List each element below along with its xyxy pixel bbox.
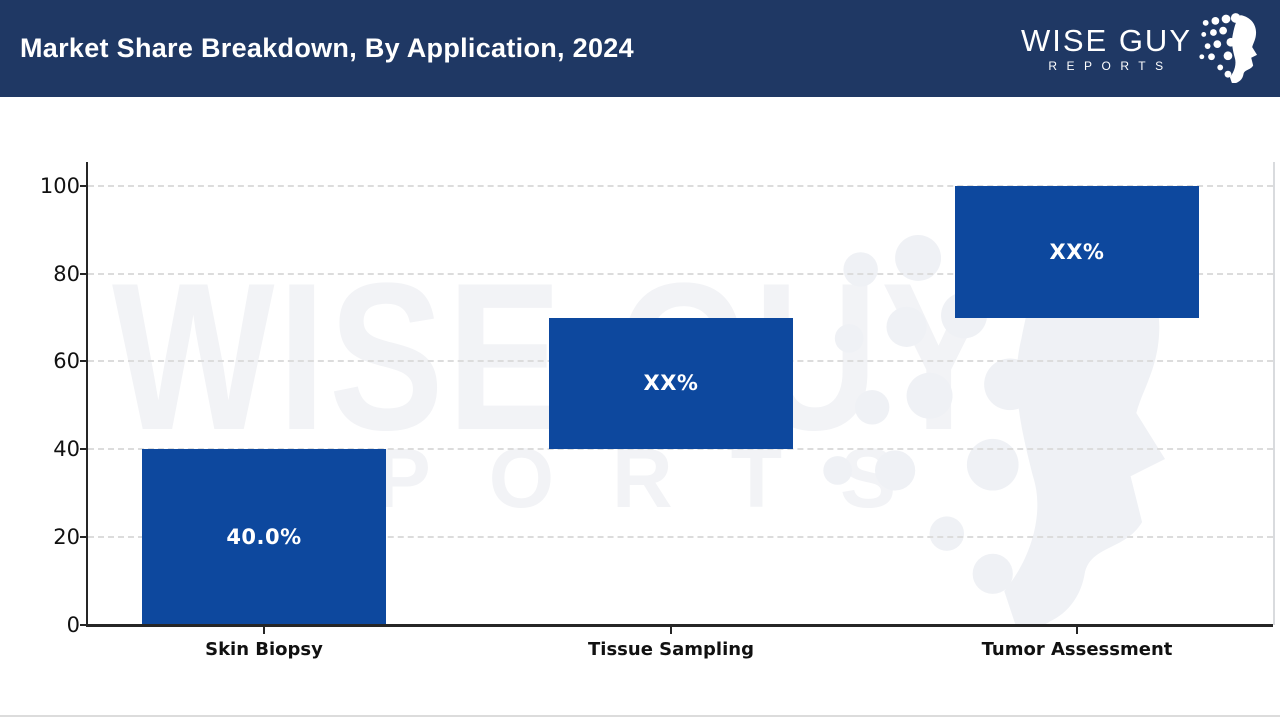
brand-name: WISE GUY xyxy=(1020,23,1192,58)
bar-value-label-skin-biopsy: 40.0% xyxy=(226,525,302,550)
bar-tumor-assessment: XX% xyxy=(955,185,1199,318)
category-label-tissue-sampling: Tissue Sampling xyxy=(588,639,754,660)
y-tick-mark-60 xyxy=(80,360,88,363)
bar-skin-biopsy: 40.0% xyxy=(142,449,386,625)
gridline-20 xyxy=(88,536,1273,539)
x-axis-line xyxy=(86,624,1273,627)
y-tick-mark-100 xyxy=(80,184,88,187)
y-tick-label-100: 100 xyxy=(39,173,80,198)
category-label-skin-biopsy: Skin Biopsy xyxy=(205,639,323,660)
brand-subtitle: REPORTS xyxy=(1048,59,1173,73)
bottom-divider xyxy=(0,715,1280,717)
gridline-80 xyxy=(88,272,1273,275)
category-label-tumor-assessment: Tumor Assessment xyxy=(981,639,1173,660)
x-tick-mark-tumor-assessment xyxy=(1076,626,1078,634)
page-title: Market Share Breakdown, By Application, … xyxy=(20,33,634,63)
y-axis-line xyxy=(86,162,88,627)
y-tick-label-60: 60 xyxy=(53,349,80,374)
plot-right-border xyxy=(1273,162,1275,625)
brand-logo-text: WISE GUY REPORTS xyxy=(1021,25,1192,72)
gridline-40 xyxy=(88,448,1273,451)
y-tick-mark-0 xyxy=(80,624,88,626)
y-tick-mark-80 xyxy=(80,272,88,275)
header: Market Share Breakdown, By Application, … xyxy=(0,0,1280,97)
y-tick-label-80: 80 xyxy=(53,261,80,286)
y-tick-label-0: 0 xyxy=(66,613,80,637)
brand-logo: WISE GUY REPORTS xyxy=(1021,10,1258,88)
x-tick-mark-skin-biopsy xyxy=(263,626,265,634)
x-tick-mark-tissue-sampling xyxy=(670,626,672,634)
y-tick-label-40: 40 xyxy=(53,437,80,462)
bar-value-label-tissue-sampling: XX% xyxy=(643,371,699,396)
brand-face-icon xyxy=(1199,12,1258,83)
bar-value-label-tumor-assessment: XX% xyxy=(1049,239,1105,264)
gridline-100 xyxy=(88,184,1273,187)
bar-tissue-sampling: XX% xyxy=(549,317,793,450)
y-tick-mark-40 xyxy=(80,448,88,451)
y-tick-mark-20 xyxy=(80,536,88,539)
y-tick-label-20: 20 xyxy=(53,525,80,550)
